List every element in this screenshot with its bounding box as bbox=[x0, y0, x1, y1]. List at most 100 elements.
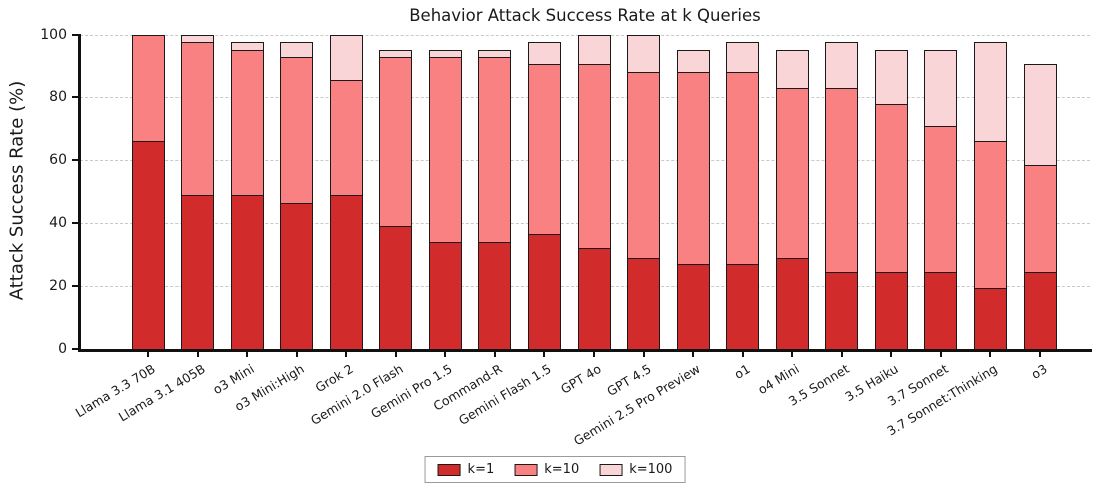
y-tick-mark bbox=[72, 285, 79, 288]
legend-label: k=100 bbox=[629, 462, 673, 477]
legend-item-k1: k=1 bbox=[437, 462, 495, 477]
bar-o1 bbox=[726, 35, 760, 350]
bar-segment-k100 bbox=[1023, 64, 1057, 166]
bar-segment-k100 bbox=[379, 50, 413, 58]
bar-segment-k1 bbox=[825, 271, 859, 350]
bar-gpt-4.5 bbox=[627, 34, 661, 350]
bar-llama-3.3-70b bbox=[131, 34, 165, 350]
x-tick-mark bbox=[593, 352, 595, 357]
bar-segment-k100 bbox=[181, 34, 215, 44]
x-tick-mark bbox=[147, 352, 149, 357]
bar-segment-k1 bbox=[280, 202, 314, 350]
x-tick-mark bbox=[989, 352, 992, 357]
x-tick-mark bbox=[394, 352, 397, 357]
bar-segment-k1 bbox=[527, 234, 561, 350]
bar-segment-k10 bbox=[577, 64, 611, 250]
bar-segment-k100 bbox=[825, 42, 859, 89]
y-tick-label: 80 bbox=[49, 89, 67, 106]
bar-segment-k1 bbox=[1023, 271, 1057, 350]
y-tick-mark bbox=[72, 33, 79, 36]
bar-segment-k10 bbox=[329, 80, 363, 196]
bar-gemini-flash-1.5 bbox=[527, 35, 561, 350]
bar-segment-k1 bbox=[775, 257, 809, 350]
x-tick-label: o3 bbox=[1028, 361, 1050, 382]
bar-segment-k10 bbox=[1023, 165, 1057, 273]
bar-segment-k1 bbox=[428, 242, 462, 350]
x-tick-mark bbox=[196, 352, 199, 357]
bar-segment-k100 bbox=[478, 50, 512, 58]
bar-segment-k10 bbox=[627, 72, 661, 259]
y-tick-mark bbox=[72, 222, 79, 225]
bar-segment-k10 bbox=[973, 141, 1007, 289]
bar-3.5-haiku bbox=[874, 35, 908, 350]
bar-segment-k10 bbox=[379, 56, 413, 228]
bar-o3 bbox=[1023, 35, 1057, 350]
x-tick-label: GPT 4o bbox=[557, 361, 604, 397]
bar-gemini-pro-1.5 bbox=[428, 35, 462, 350]
legend-label: k=1 bbox=[467, 462, 495, 477]
bar-llama-3.1-405b bbox=[181, 34, 215, 350]
legend-swatch-k10 bbox=[514, 463, 538, 476]
bar-segment-k100 bbox=[280, 42, 314, 58]
bar-segment-k100 bbox=[627, 34, 661, 74]
x-tick-mark bbox=[1039, 352, 1041, 357]
bar-segment-k10 bbox=[478, 56, 512, 244]
x-tick-mark bbox=[692, 352, 695, 357]
bar-segment-k10 bbox=[676, 72, 710, 266]
bar-segment-k100 bbox=[230, 42, 264, 52]
bar-segment-k100 bbox=[676, 50, 710, 74]
x-tick-mark bbox=[543, 352, 546, 357]
y-tick-label: 100 bbox=[40, 26, 67, 43]
bar-segment-k10 bbox=[825, 87, 859, 273]
x-tick-mark bbox=[890, 352, 893, 357]
y-tick-mark bbox=[72, 96, 79, 99]
y-tick-label: 60 bbox=[49, 152, 67, 169]
bar-gemini-2.0-flash bbox=[379, 35, 413, 350]
x-tick-label: Llama 3.1 405B bbox=[115, 361, 208, 425]
x-tick-label: Gemini Flash 1.5 bbox=[456, 361, 555, 428]
bar-segment-k100 bbox=[577, 34, 611, 66]
bar-segment-k100 bbox=[329, 34, 363, 82]
legend-swatch-k1 bbox=[437, 463, 461, 476]
bar-segment-k1 bbox=[973, 287, 1007, 350]
chart-title: Behavior Attack Success Rate at k Querie… bbox=[409, 6, 761, 25]
bar-segment-k100 bbox=[527, 42, 561, 66]
legend-item-k10: k=10 bbox=[514, 462, 579, 477]
legend: k=1 k=10 k=100 bbox=[424, 456, 686, 483]
y-tick-label: 20 bbox=[49, 278, 67, 295]
bar-segment-k10 bbox=[726, 72, 760, 266]
y-tick-mark bbox=[72, 159, 79, 162]
bar-3.7-sonnet-thinking bbox=[973, 35, 1007, 350]
bar-segment-k1 bbox=[676, 264, 710, 350]
bar-segment-k1 bbox=[131, 141, 165, 350]
y-axis-line bbox=[78, 33, 81, 352]
x-tick-mark bbox=[939, 352, 942, 357]
legend-label: k=10 bbox=[544, 462, 580, 477]
bar-segment-k100 bbox=[775, 50, 809, 89]
bar-segment-k1 bbox=[726, 264, 760, 350]
bar-segment-k10 bbox=[527, 64, 561, 236]
bar-segment-k100 bbox=[924, 50, 958, 127]
x-tick-mark bbox=[642, 352, 645, 357]
bar-3.5-sonnet bbox=[825, 35, 859, 350]
bar-gemini-2.5-pro-preview bbox=[676, 35, 710, 350]
y-tick-mark bbox=[72, 348, 79, 350]
bar-segment-k100 bbox=[874, 50, 908, 105]
bar-segment-k1 bbox=[924, 271, 958, 350]
x-tick-mark bbox=[295, 352, 298, 357]
x-tick-mark bbox=[246, 352, 249, 357]
bar-segment-k100 bbox=[428, 50, 462, 58]
bar-segment-k1 bbox=[874, 271, 908, 350]
bar-segment-k10 bbox=[230, 50, 264, 196]
bar-gpt-4o bbox=[577, 34, 611, 350]
bar-segment-k10 bbox=[924, 125, 958, 273]
bar-o3-mini bbox=[230, 35, 264, 350]
x-tick-label: o1 bbox=[731, 361, 753, 382]
bar-segment-k100 bbox=[726, 42, 760, 74]
bar-segment-k10 bbox=[280, 56, 314, 204]
x-tick-mark bbox=[741, 352, 744, 357]
bar-segment-k10 bbox=[131, 34, 165, 143]
x-tick-mark bbox=[444, 352, 447, 357]
